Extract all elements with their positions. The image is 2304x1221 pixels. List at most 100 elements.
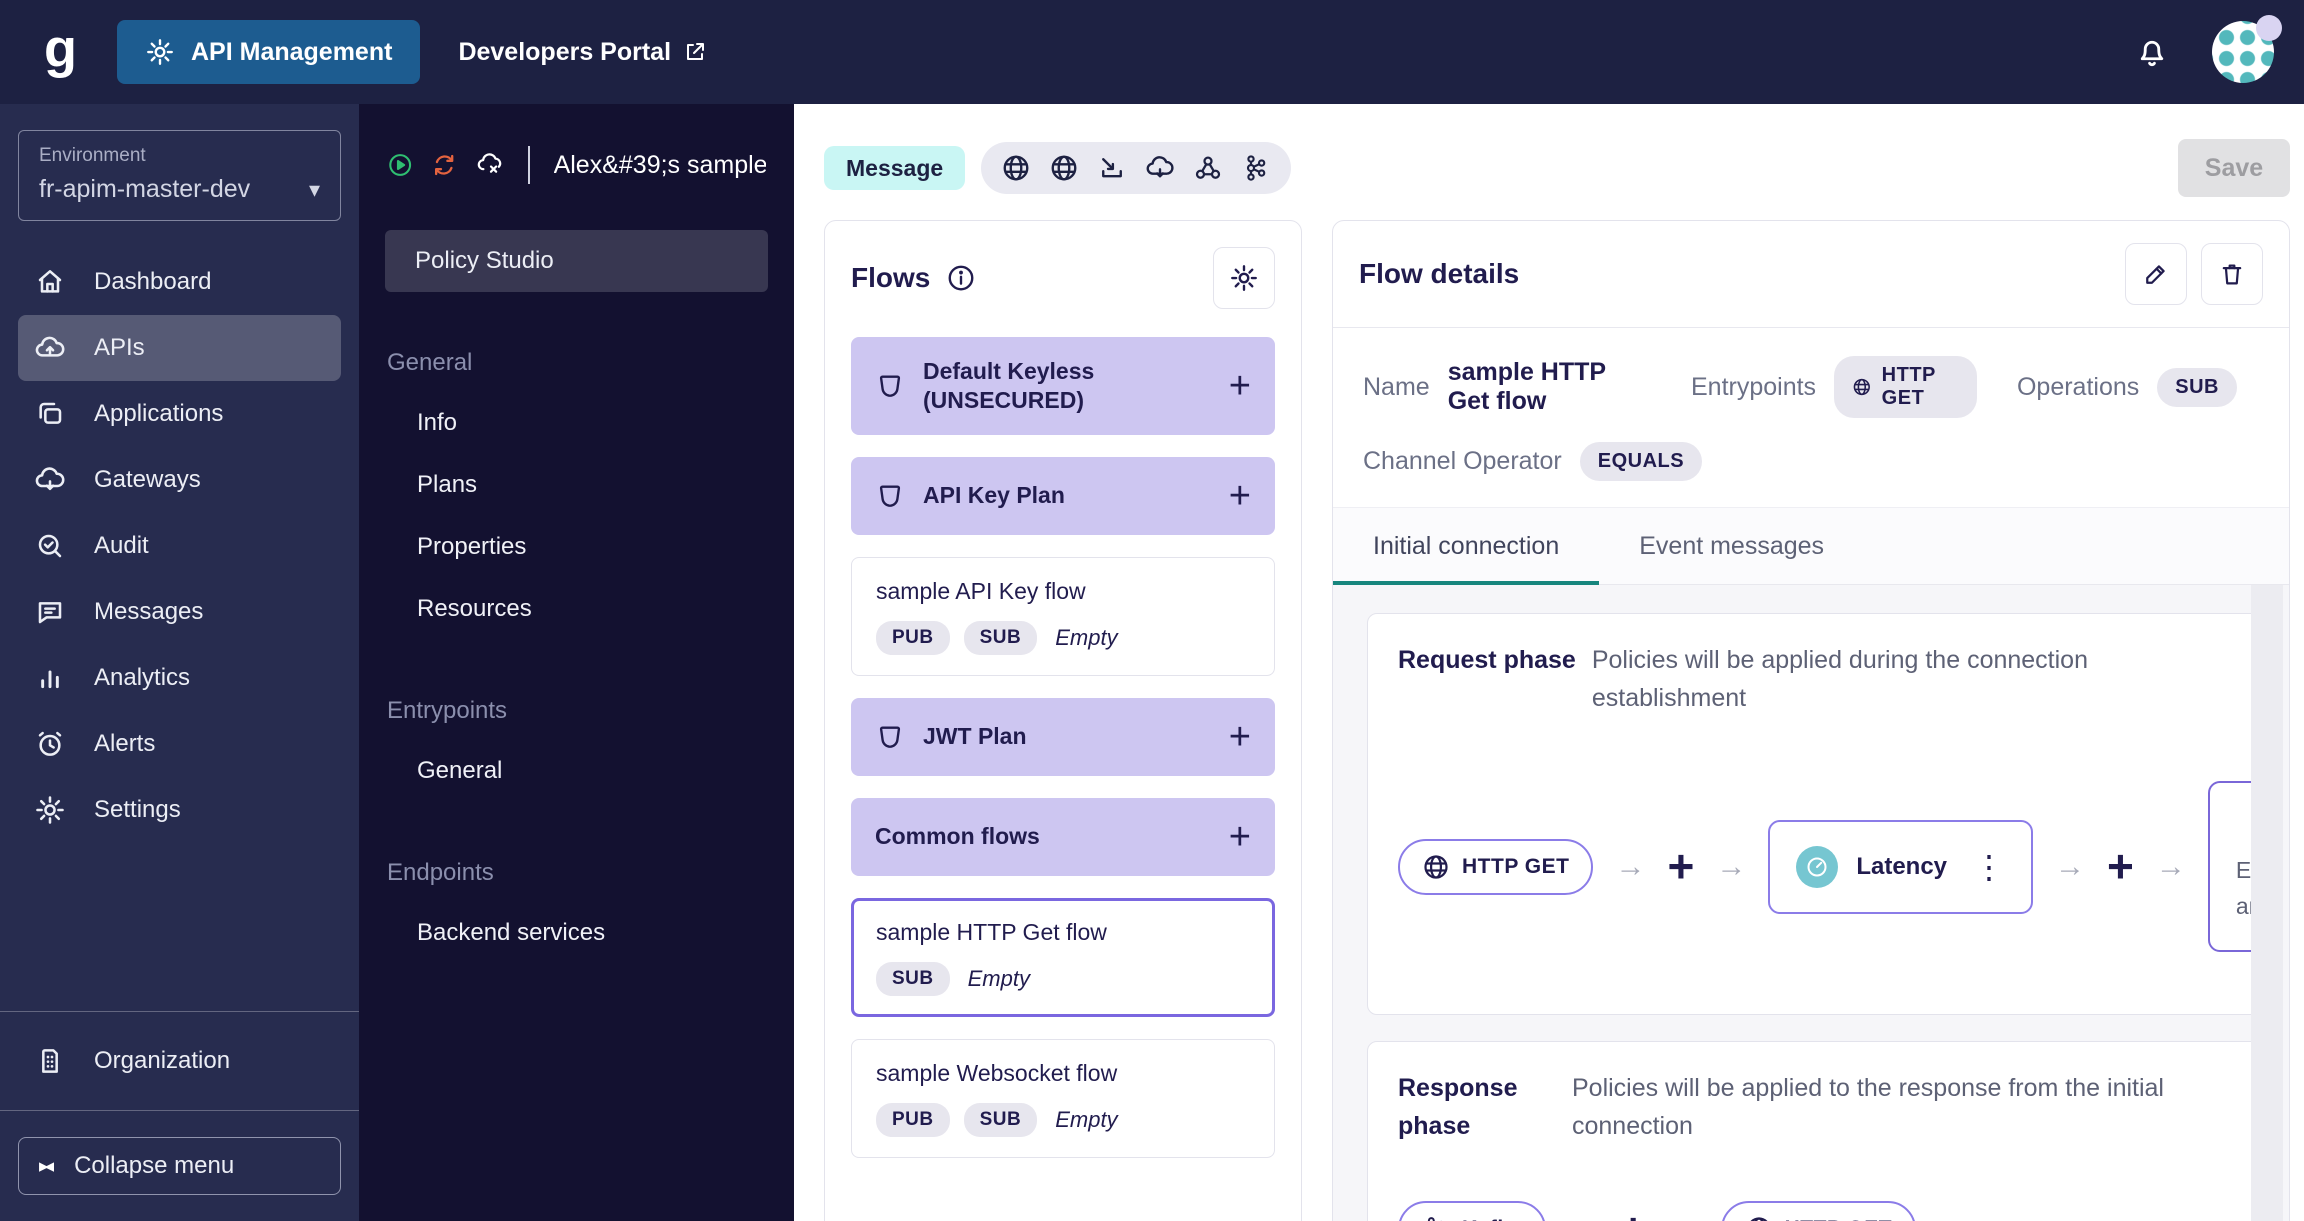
flow-row-sample-websocket[interactable]: sample Websocket flow PUB SUB Empty <box>851 1038 1275 1158</box>
sidebar-item-audit[interactable]: Audit <box>18 513 341 579</box>
response-phase-title: Response phase <box>1398 1074 1518 1140</box>
divider <box>1333 327 2289 328</box>
audit-search-icon <box>34 530 66 562</box>
menu-item-plans[interactable]: Plans <box>417 471 478 498</box>
menu-item-entrypoints-general[interactable]: General <box>417 757 503 784</box>
cloud-error-icon[interactable] <box>476 149 504 181</box>
pub-badge: PUB <box>876 1102 950 1137</box>
empty-label: Empty <box>1055 1106 1118 1132</box>
entrypoint-connector-chip[interactable]: HTTP GET <box>1720 1201 1917 1221</box>
http-post-globe-icon <box>1049 153 1079 183</box>
cloud-upload-icon <box>34 332 66 364</box>
save-button[interactable]: Save <box>2178 139 2290 197</box>
environment-label: Environment <box>39 145 146 166</box>
policy-step-latency[interactable]: Latency ⋮ <box>1768 819 2034 914</box>
api-sidebar: Alex&#39;s sample ... Policy Studio Gene… <box>359 104 794 1221</box>
environment-select[interactable]: Environment fr-apim-master-dev ▾ <box>18 130 341 221</box>
divider <box>0 1110 359 1111</box>
studio-panels: Flows Default Keyless (UNSECURED) + <box>794 220 2304 1221</box>
delete-flow-button[interactable] <box>2201 243 2263 305</box>
collapse-menu-button[interactable]: ▸◂ Collapse menu <box>18 1137 341 1195</box>
phase-tabs: Initial connection Event messages <box>1333 507 2289 585</box>
sidebar-item-dashboard[interactable]: Dashboard <box>18 249 341 315</box>
sub-badge: SUB <box>876 961 950 996</box>
api-management-button[interactable]: API Management <box>117 20 421 84</box>
name-label: Name <box>1363 372 1430 401</box>
sub-badge: SUB <box>963 1102 1038 1137</box>
menu-item-properties[interactable]: Properties <box>417 533 527 560</box>
tab-event-messages[interactable]: Event messages <box>1639 532 1825 560</box>
developers-portal-link[interactable]: Developers Portal <box>458 38 707 67</box>
sidebar-item-organization[interactable]: Organization <box>18 1028 341 1094</box>
plan-row-api-key[interactable]: API Key Plan + <box>851 456 1275 535</box>
sidebar-item-alerts[interactable]: Alerts <box>18 711 341 777</box>
user-avatar[interactable] <box>2212 15 2282 83</box>
plan-label: Default Keyless (UNSECURED) <box>923 358 1095 413</box>
home-icon <box>34 266 66 298</box>
plan-row-common-flows[interactable]: Common flows + <box>851 797 1275 876</box>
operation-chip: SUB <box>2157 367 2237 407</box>
sync-deploy-icon[interactable] <box>431 150 457 180</box>
api-management-label: API Management <box>191 37 393 66</box>
sidebar-item-label: Settings <box>94 796 181 823</box>
add-policy-button[interactable]: + <box>1620 1206 1647 1221</box>
edit-flow-button[interactable] <box>2125 243 2187 305</box>
sidebar-item-label: Applications <box>94 400 224 427</box>
menu-item-policy-studio[interactable]: Policy Studio <box>385 230 768 292</box>
endpoint-connector-chip[interactable]: Kafka <box>1398 1201 1546 1221</box>
collapse-icon: ▸◂ <box>39 1155 54 1177</box>
request-phase-card: Request phase Policies will be applied d… <box>1367 613 2261 1016</box>
flows-settings-button[interactable] <box>1213 247 1275 309</box>
info-icon[interactable] <box>946 263 976 293</box>
add-policy-button[interactable]: + <box>2107 840 2134 893</box>
plan-row-jwt[interactable]: JWT Plan + <box>851 697 1275 776</box>
latency-policy-avatar <box>1796 845 1839 888</box>
gravitee-logo[interactable]: g <box>44 19 77 79</box>
policy-menu-kebab-icon[interactable]: ⋮ <box>1973 848 2006 885</box>
organization-building-icon <box>34 1045 66 1077</box>
divider <box>0 1011 359 1012</box>
avatar-status-badge <box>2256 15 2282 41</box>
sidebar-item-analytics[interactable]: Analytics <box>18 645 341 711</box>
add-flow-button[interactable]: + <box>1228 474 1251 517</box>
flow-row-sample-http-get[interactable]: sample HTTP Get flow SUB Empty <box>851 897 1275 1017</box>
kafka-icon <box>1241 153 1271 183</box>
add-flow-button[interactable]: + <box>1228 715 1251 758</box>
flows-title: Flows <box>851 262 931 293</box>
entrypoints-label: Entrypoints <box>1691 372 1817 401</box>
chevron-down-icon: ▾ <box>308 176 320 202</box>
tab-initial-connection[interactable]: Initial connection <box>1333 508 1600 585</box>
notifications-bell-icon[interactable] <box>2134 34 2170 70</box>
menu-item-backend-services[interactable]: Backend services <box>417 919 606 946</box>
entrypoint-connector-chip[interactable]: HTTP GET <box>1398 838 1594 895</box>
add-flow-button[interactable]: + <box>1228 815 1251 858</box>
sidebar-item-apis[interactable]: APIs <box>18 315 341 381</box>
gear-icon <box>34 794 66 826</box>
flow-arrow-icon: → <box>2155 849 2186 883</box>
menu-item-info[interactable]: Info <box>417 409 458 436</box>
flow-row-sample-api-key[interactable]: sample API Key flow PUB SUB Empty <box>851 556 1275 676</box>
sidebar-item-applications[interactable]: Applications <box>18 381 341 447</box>
sidebar-item-gateways[interactable]: Gateways <box>18 447 341 513</box>
sidebar-item-label: Gateways <box>94 466 201 493</box>
connector-chip-label: HTTP GET <box>1785 1217 1892 1221</box>
pencil-icon <box>2142 260 2170 288</box>
request-phase-description: Policies will be applied during the conn… <box>1591 646 2088 712</box>
sidebar-item-label: Messages <box>94 598 204 625</box>
main-content: Message Save Flows <box>794 104 2304 1221</box>
add-flow-button[interactable]: + <box>1228 364 1251 407</box>
policy-name: Latency <box>1856 852 1948 880</box>
operations-label: Operations <box>2016 372 2140 401</box>
flows-panel: Flows Default Keyless (UNSECURED) + <box>824 220 1302 1221</box>
flow-list: Default Keyless (UNSECURED) + API Key Pl… <box>851 337 1275 1158</box>
sidebar-item-messages[interactable]: Messages <box>18 579 341 645</box>
channel-operator-chip: EQUALS <box>1579 442 1703 481</box>
flow-arrow-icon: → <box>1615 849 1646 883</box>
add-policy-button[interactable]: + <box>1667 840 1695 893</box>
flow-name-value: sample HTTP Get flow <box>1447 358 1606 415</box>
plan-row-default-keyless[interactable]: Default Keyless (UNSECURED) + <box>851 337 1275 435</box>
start-api-play-icon[interactable] <box>387 150 413 180</box>
sidebar-item-settings[interactable]: Settings <box>18 777 341 843</box>
vertical-scrollbar[interactable] <box>2251 585 2283 1221</box>
menu-item-resources[interactable]: Resources <box>417 595 532 622</box>
